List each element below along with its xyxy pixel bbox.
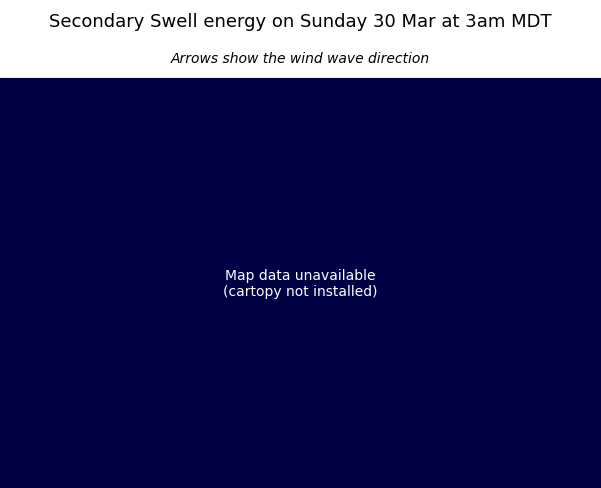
Text: Arrows show the wind wave direction: Arrows show the wind wave direction: [171, 52, 430, 66]
Text: Secondary Swell energy on Sunday 30 Mar at 3am MDT: Secondary Swell energy on Sunday 30 Mar …: [49, 13, 552, 31]
Text: Map data unavailable
(cartopy not installed): Map data unavailable (cartopy not instal…: [223, 268, 378, 299]
